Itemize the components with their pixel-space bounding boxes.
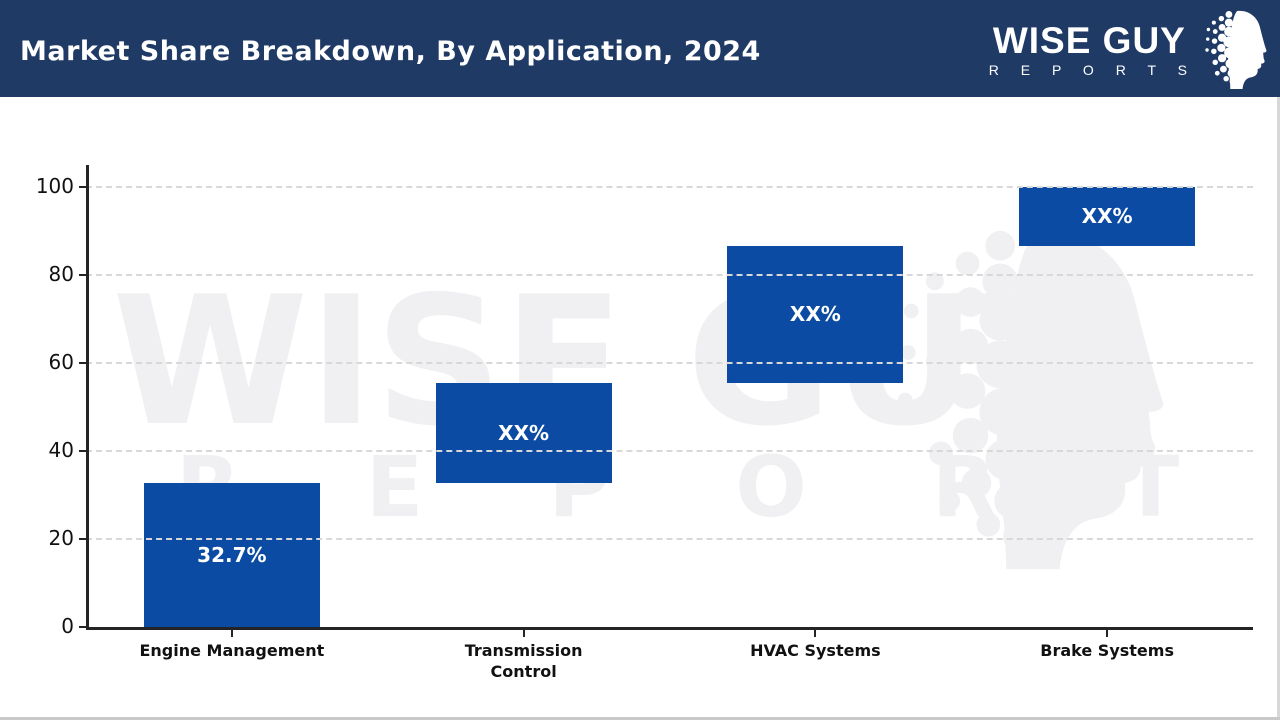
gridline-60 (86, 362, 1253, 364)
y-tick-20 (79, 538, 86, 540)
x-tick-2 (814, 629, 817, 637)
x-category-label-transmission-control: Transmission Control (464, 641, 583, 681)
bar-engine-management: 32.7% (143, 483, 320, 627)
bottom-border-line (0, 717, 1280, 720)
y-tick-label-40: 40 (48, 438, 74, 462)
header-bar: Market Share Breakdown, By Application, … (0, 0, 1280, 97)
y-tick-40 (79, 450, 86, 452)
y-tick-label-20: 20 (48, 526, 74, 550)
gridline-40 (86, 450, 1253, 452)
x-category-label-brake-systems: Brake Systems (1040, 641, 1174, 660)
gridline-20 (86, 538, 1253, 540)
gridline-80 (86, 274, 1253, 276)
bar-value-label: XX% (1081, 204, 1133, 229)
bar-hvac-systems: XX% (727, 245, 904, 384)
y-axis-line (86, 165, 89, 629)
bar-value-label: XX% (789, 302, 841, 327)
y-tick-label-100: 100 (35, 174, 74, 198)
y-tick-100 (79, 186, 86, 188)
x-category-label-engine-management: Engine Management (139, 641, 325, 660)
y-tick-label-60: 60 (48, 350, 74, 374)
right-border-line (1277, 97, 1280, 717)
logo-subtext: R E P O R T S (988, 61, 1196, 78)
page-title: Market Share Breakdown, By Application, … (20, 36, 761, 67)
logo-wordmark: WISE GUY (992, 20, 1186, 62)
bar-transmission-control: XX% (435, 383, 612, 484)
y-tick-label-80: 80 (48, 262, 74, 286)
y-tick-0 (79, 626, 86, 628)
y-tick-80 (79, 274, 86, 276)
x-tick-3 (1106, 629, 1109, 637)
bar-value-label: XX% (498, 421, 550, 446)
wise-guy-reports-logo: WISE GUY R E P O R T S (983, 6, 1268, 94)
logo-text: WISE GUY R E P O R T S (983, 20, 1196, 78)
x-axis-line (86, 627, 1253, 630)
x-category-label-hvac-systems: HVAC Systems (750, 641, 881, 660)
y-tick-60 (79, 362, 86, 364)
x-tick-0 (230, 629, 233, 637)
y-tick-label-0: 0 (61, 614, 74, 638)
bar-brake-systems: XX% (1019, 187, 1196, 246)
logo-head-icon (1198, 9, 1268, 91)
x-tick-1 (522, 629, 525, 637)
bar-value-label: 32.7% (197, 543, 267, 568)
gridline-100 (86, 186, 1253, 188)
